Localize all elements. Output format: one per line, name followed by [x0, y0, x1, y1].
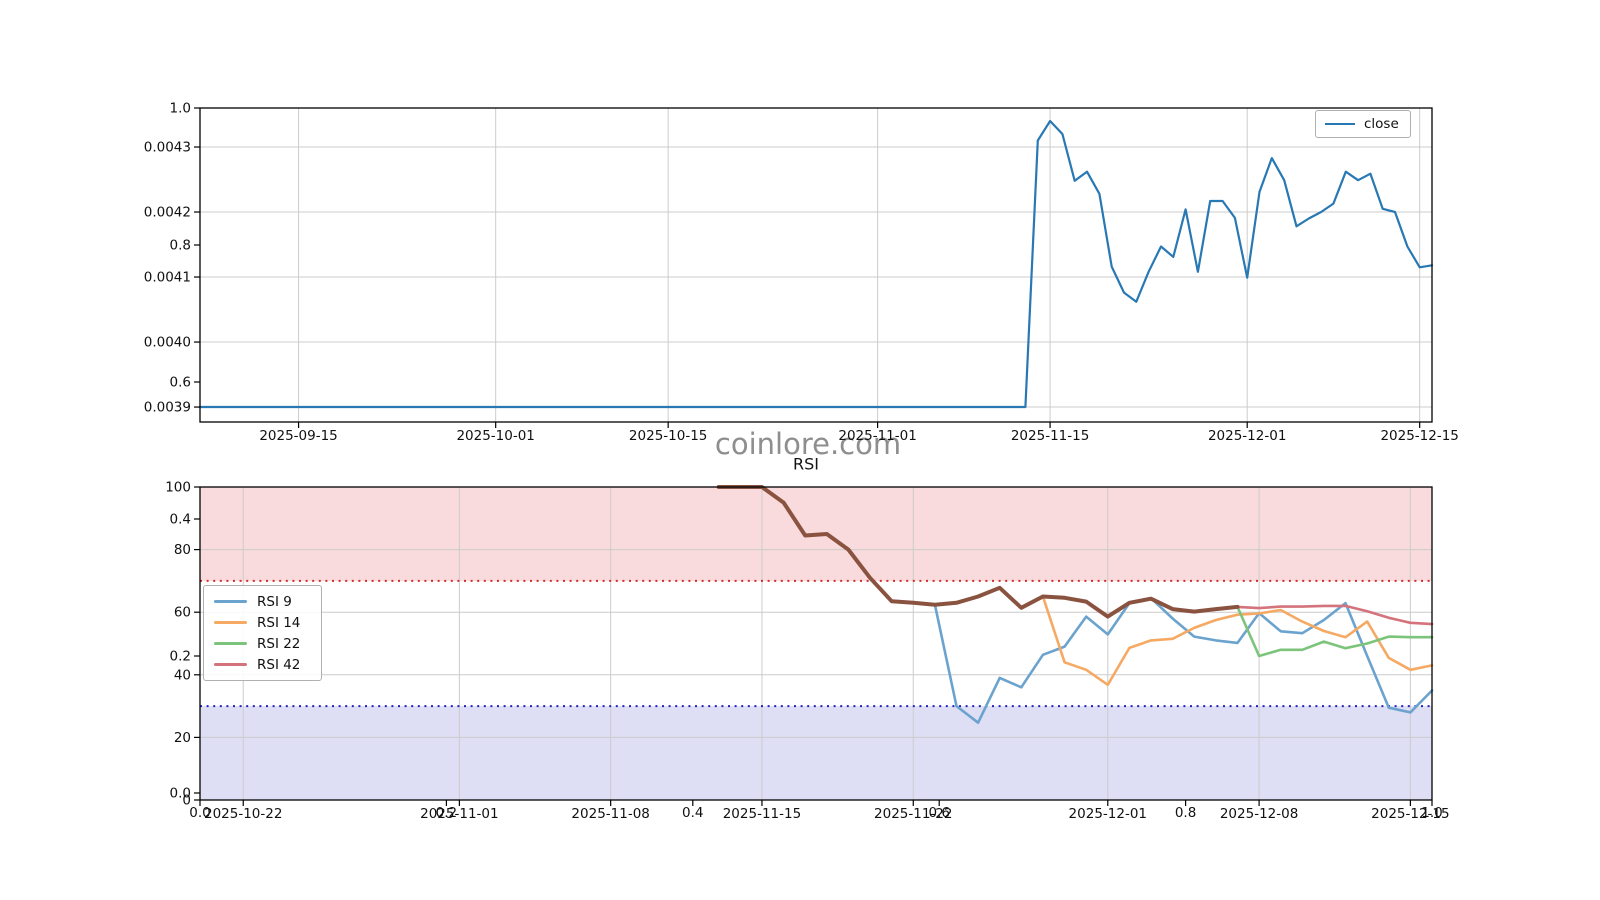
overlay-x-tick-label: 0.8 [1175, 805, 1196, 821]
overlay-x-tick-label: 1.0 [1421, 805, 1442, 821]
overlay-y-tick-label: 0.0 [170, 786, 191, 802]
rsi-y-tick-label: 20 [174, 730, 191, 746]
overlay-x-tick-label: 0.6 [928, 805, 949, 821]
legend-swatch-rsi-9 [214, 599, 247, 604]
price-x-tick-label: 2025-10-15 [629, 428, 707, 444]
overlay-y-tick-label: 0.2 [170, 649, 191, 665]
rsi-legend-item: RSI 14 [204, 614, 321, 631]
rsi-x-tick-label: 2025-10-22 [204, 806, 282, 822]
rsi-x-tick-label: 2025-11-08 [571, 806, 649, 822]
rsi-x-tick-label: 2025-11-01 [420, 806, 498, 822]
rsi-y-tick-label: 80 [174, 542, 191, 558]
rsi-legend: RSI 9 RSI 14 RSI 22 RSI 42 [203, 585, 322, 681]
close-line-swatch [1325, 123, 1355, 125]
price-x-tick-label: 2025-12-01 [1208, 428, 1286, 444]
price-y-tick-label: 0.0043 [144, 140, 191, 156]
legend-swatch-rsi-22 [214, 641, 247, 646]
price-axes-frame [199, 107, 1433, 423]
price-x-tick-label: 2025-11-01 [838, 428, 916, 444]
price-x-tick-label: 2025-11-15 [1011, 428, 1089, 444]
rsi-legend-item: RSI 9 [204, 593, 321, 610]
rsi-y-tick-label: 100 [165, 480, 191, 496]
price-legend: close [1315, 110, 1411, 138]
price-y-tick-label: 0.0040 [144, 335, 191, 351]
rsi-cluster-overlap [716, 485, 1240, 619]
legend-label: RSI 42 [257, 656, 301, 673]
legend-label: RSI 14 [257, 614, 301, 631]
rsi-x-tick-label: 2025-12-01 [1069, 806, 1147, 822]
overlay-y-tick-label: 0.4 [170, 512, 191, 528]
series-close [198, 119, 1434, 409]
legend-swatch-rsi-14 [214, 620, 247, 625]
price-x-tick-label: 2025-12-15 [1380, 428, 1458, 444]
rsi-y-tick-label: 0 [182, 793, 191, 809]
rsi-y-tick-label: 40 [174, 667, 191, 683]
price-y-tick-label: 0.0041 [144, 270, 191, 286]
rsi-legend-item: RSI 22 [204, 635, 321, 652]
overlay-y-tick-label: 0.6 [170, 375, 191, 391]
overlay-y-tick-label: 0.8 [170, 238, 191, 254]
rsi-x-tick-label: 2025-11-15 [723, 806, 801, 822]
price-x-tick-label: 2025-09-15 [259, 428, 337, 444]
rsi-chart-title: RSI [793, 454, 819, 474]
legend-swatch-rsi-42 [214, 662, 247, 667]
rsi-axes-frame [199, 486, 1433, 801]
rsi-x-tick-label: 2025-11-22 [874, 806, 952, 822]
watermark: coinlore.com [714, 427, 902, 461]
rsi-x-tick-label: 2025-12-15 [1371, 806, 1449, 822]
price-y-tick-label: 0.0039 [144, 400, 191, 416]
price-x-tick-label: 2025-10-01 [456, 428, 534, 444]
legend-label: RSI 22 [257, 635, 301, 652]
overlay-x-tick-label: 0.4 [682, 805, 703, 821]
overlay-x-tick-label: 0.2 [436, 805, 457, 821]
rsi-y-tick-label: 60 [174, 605, 191, 621]
overlay-y-tick-label: 1.0 [170, 101, 191, 117]
close-legend-label: close [1364, 116, 1399, 132]
oversold-band [200, 706, 1432, 800]
rsi-legend-item: RSI 42 [204, 656, 321, 673]
legend-label: RSI 9 [257, 593, 292, 610]
price-y-tick-label: 0.0042 [144, 205, 191, 221]
rsi-x-tick-label: 2025-12-08 [1220, 806, 1298, 822]
overlay-x-tick-label: 0.0 [189, 805, 210, 821]
